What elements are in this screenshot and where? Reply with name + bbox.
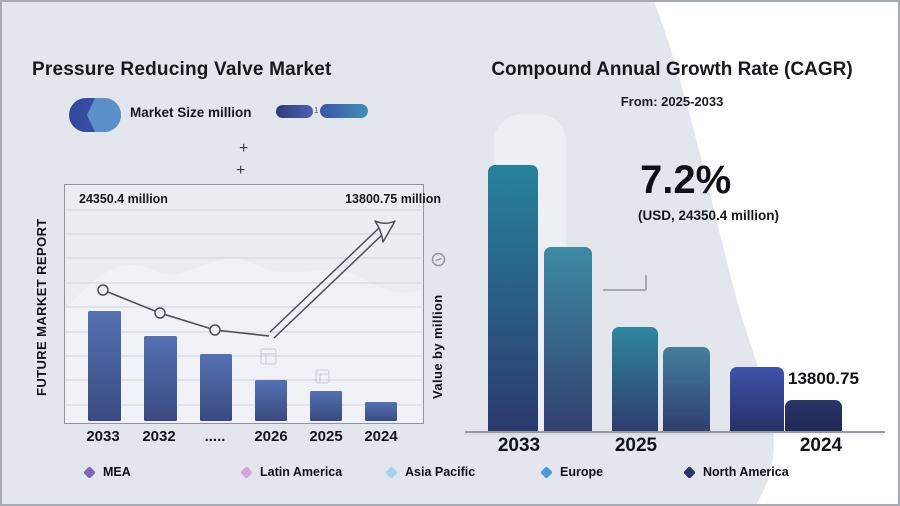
legend-label: Asia Pacific (405, 465, 476, 479)
y-axis-label-left: FUTURE MARKET REPORT (34, 218, 49, 396)
cagr-bar-2024-a (730, 367, 784, 431)
trend-marker (209, 324, 221, 336)
legend-diamond-icon (385, 465, 398, 479)
cagr-title: Compound Annual Growth Rate (CAGR) (491, 59, 853, 80)
x-tick-2026: 2026 (254, 428, 288, 445)
x-tick-2032: 2032 (142, 428, 176, 445)
end-value-label: 13800.75 million (345, 192, 441, 206)
market-size-cylinder-icon (69, 98, 121, 132)
gridlines (65, 209, 422, 406)
minus-circle-icon (431, 252, 446, 267)
legend-item-north-america: North America (683, 465, 789, 479)
x-tick-2025: 2025 (309, 428, 343, 445)
table-watermark-icon (260, 348, 330, 384)
page-title: Pressure Reducing Valve Market (32, 59, 332, 80)
legend-diamond-icon (683, 465, 696, 479)
trend-line (97, 284, 270, 337)
plus-mark-decoration: + (239, 140, 249, 157)
legend-item-mea: MEA (83, 465, 131, 479)
legend-label: Latin America (260, 465, 343, 479)
bar-2032 (144, 336, 177, 421)
market-size-chart-graphics (65, 209, 422, 422)
market-size-chart-plot: 24350.4 million 13800.75 million (64, 184, 441, 424)
cagr-x-tick-2033: 2033 (497, 435, 541, 456)
cagr-bar-2033-b (544, 247, 592, 431)
bar-dots (200, 354, 232, 421)
ratio-pill-right (320, 104, 368, 118)
legend-label: North America (703, 465, 789, 479)
plus-mark-decoration: + (236, 162, 246, 179)
cagr-x-tick-2025: 2025 (614, 435, 658, 456)
bar-2033 (88, 311, 121, 421)
y-axis-label-right: Value by million (430, 294, 445, 400)
cagr-bar-2033-a (488, 165, 538, 431)
cagr-baseline-axis (465, 431, 885, 433)
value-2024-label: 13800.75 (788, 369, 859, 388)
step-bracket-decoration (645, 275, 647, 290)
trend-marker (154, 307, 166, 319)
legend-item-europe: Europe (540, 465, 604, 479)
cagr-bar-2025-b (663, 347, 710, 431)
bar-2025 (310, 391, 342, 421)
cagr-subtitle: From: 2025-2033 (620, 94, 724, 109)
cagr-percentage: 7.2% (640, 158, 732, 202)
legend-item-latin-america: Latin America (240, 465, 343, 479)
x-tick-dots: ..... (204, 428, 226, 445)
cagr-usd-note: (USD, 24350.4 million) (638, 208, 780, 223)
market-size-bars (88, 311, 397, 421)
legend-label: MEA (103, 465, 131, 479)
legend-label: Europe (560, 465, 604, 479)
legend-item-asia-pacific: Asia Pacific (385, 465, 476, 479)
bar-2024 (365, 402, 397, 421)
bar-2026 (255, 380, 287, 421)
trend-marker (97, 284, 109, 296)
growth-arrow (269, 220, 396, 339)
x-tick-2033: 2033 (86, 428, 120, 445)
cagr-x-tick-2024: 2024 (799, 435, 843, 456)
market-size-legend-label: Market Size million (130, 105, 252, 120)
cagr-bar-2024-b (785, 400, 842, 431)
start-value-label: 24350.4 million (79, 192, 168, 206)
ratio-pill-separator: 1 (314, 106, 319, 115)
legend-diamond-icon (540, 465, 553, 479)
cagr-bar-2025-a (612, 327, 658, 431)
legend-diamond-icon (240, 465, 253, 479)
ratio-pill-left (276, 105, 313, 118)
step-bracket-decoration (603, 289, 646, 291)
x-tick-2024: 2024 (364, 428, 398, 445)
legend-diamond-icon (83, 465, 96, 479)
